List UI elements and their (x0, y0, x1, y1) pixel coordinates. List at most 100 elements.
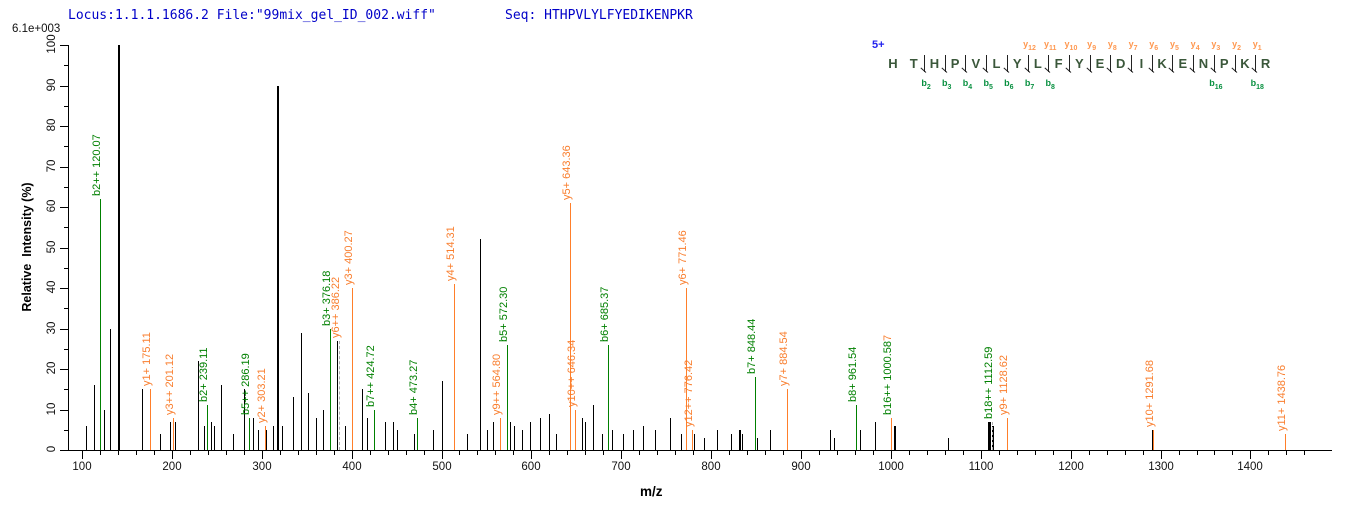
spectrum-peak (742, 433, 743, 450)
annotated-peak-b3+ (330, 328, 331, 450)
x-tick (352, 451, 353, 459)
spectrum-peak (467, 433, 468, 450)
spectrum-peak (623, 433, 624, 450)
residue-5-V: V (971, 56, 981, 71)
x-tick (1071, 451, 1072, 459)
residue-8-L: L (1033, 56, 1042, 71)
peak-label: y1+ 175.11 (141, 332, 153, 387)
cleavage-mark-after-14 (1172, 55, 1174, 72)
x-tick (549, 451, 550, 455)
cleavage-mark-after-16 (1213, 55, 1215, 72)
annotated-peak-b18++ (992, 421, 994, 450)
spectrum-peak (253, 417, 254, 450)
y-tick-label: 20 (46, 361, 58, 375)
spectrum-peak (522, 429, 523, 450)
y-ion-label-y9: y9 (1087, 39, 1097, 52)
y-tick-label: 100 (46, 34, 58, 54)
annotated-peak-y10++ (575, 409, 576, 450)
annotated-peak-y9+ (1007, 417, 1008, 450)
annotated-peak-y4+ (454, 283, 455, 450)
spectrum-peak (442, 381, 443, 450)
x-tick (1179, 451, 1180, 455)
x-tick (765, 451, 766, 455)
b-ion-label-b5: b5 (983, 78, 993, 91)
spectrum-peak (308, 393, 309, 450)
annotated-peak-b16++ (891, 417, 892, 450)
x-tick (999, 451, 1000, 455)
annotated-peak-b4+ (417, 417, 418, 450)
residue-18-K: K (1240, 56, 1250, 71)
b-ion-label-b18: b18 (1250, 78, 1264, 91)
cleavage-mark-after-18 (1255, 55, 1257, 72)
b-ion-label-b8: b8 (1045, 78, 1055, 91)
y-tick (60, 450, 68, 451)
x-tick-label: 800 (701, 461, 721, 473)
y-tick (64, 308, 68, 309)
x-tick (388, 451, 389, 455)
y-tick (64, 146, 68, 147)
cleavage-mark-after-10 (1089, 55, 1091, 72)
cleavage-mark-after-5 (986, 55, 988, 72)
b-ion-label-b4: b4 (962, 78, 973, 91)
residue-17-P: P (1219, 56, 1229, 71)
y-tick-label: 10 (46, 402, 58, 416)
y-ion-label-y6: y6 (1149, 39, 1159, 52)
spectrum-peak (830, 429, 831, 450)
spectrum-peak (704, 437, 705, 450)
x-tick (172, 451, 173, 459)
cleavage-mark-after-3 (944, 55, 946, 72)
x-tick (909, 451, 910, 455)
cleavage-mark-after-4 (965, 55, 967, 72)
x-tick (981, 451, 982, 459)
y-tick-label: 90 (46, 78, 58, 92)
spectrum-peak (549, 413, 550, 450)
x-tick (945, 451, 946, 455)
spectrum-peak (655, 429, 656, 450)
cleavage-mark-after-13 (1151, 55, 1153, 72)
cleavage-mark-after-11 (1110, 55, 1112, 72)
x-tick (1089, 451, 1090, 455)
spectrum-peak (367, 417, 368, 450)
x-tick (747, 451, 748, 455)
peak-label: y7+ 884.54 (778, 331, 790, 387)
y-tick (60, 207, 68, 208)
x-tick (963, 451, 964, 455)
x-tick (621, 451, 622, 459)
spectrum-peak (337, 340, 338, 450)
spectrum-peak (397, 429, 398, 450)
peak-label: b2++ 120.07 (91, 134, 103, 196)
y-tick (64, 227, 68, 228)
peak-label: y12++ 776.42 (683, 359, 695, 427)
x-tick (459, 451, 460, 455)
spectrum-peak (214, 425, 215, 450)
residue-12-D: D (1115, 56, 1126, 71)
residue-14-K: K (1157, 56, 1167, 71)
spectrum-peak (770, 429, 771, 450)
annotated-peak-b7+ (755, 377, 756, 450)
x-tick (1035, 451, 1036, 455)
annotated-peak-y6++ (339, 340, 341, 450)
y-ion-label-y4: y4 (1190, 39, 1200, 52)
x-tick (927, 451, 928, 455)
annotated-peak-b2+ (207, 405, 208, 450)
x-tick (1286, 451, 1287, 455)
residue-2-T: T (909, 56, 918, 71)
annotated-peak-b2++ (100, 198, 101, 450)
annotated-peak-y3++ (173, 417, 174, 450)
x-tick (567, 451, 568, 455)
x-tick (1053, 451, 1054, 455)
peak-label: y10+ 1291.68 (1144, 359, 1156, 427)
x-tick (891, 451, 892, 459)
spectrum-peak (593, 405, 594, 450)
annotated-peak-y5+ (570, 202, 571, 450)
x-tick (244, 451, 245, 455)
peak-label: y5+ 643.36 (561, 145, 573, 200)
x-tick (639, 451, 640, 455)
x-tick-label: 700 (611, 461, 631, 473)
spectrum-peak (602, 433, 603, 450)
peak-label: b5++ 286.19 (240, 352, 252, 415)
x-tick-label: 1000 (878, 461, 904, 473)
x-tick (1143, 451, 1144, 455)
